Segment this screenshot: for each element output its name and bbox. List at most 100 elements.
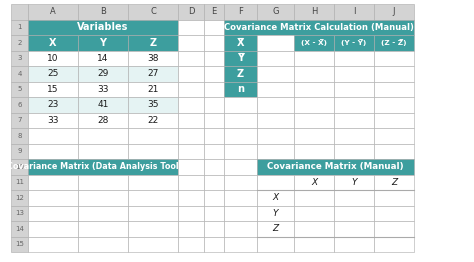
Text: I: I: [353, 7, 355, 16]
Bar: [204, 237, 224, 252]
Text: H: H: [311, 7, 317, 16]
Bar: [257, 97, 294, 112]
Bar: [257, 4, 294, 19]
Bar: [28, 19, 178, 35]
Bar: [204, 190, 224, 205]
Bar: [204, 159, 224, 174]
Bar: [224, 51, 257, 66]
Bar: [11, 112, 28, 128]
Bar: [178, 81, 204, 97]
Bar: [178, 237, 204, 252]
Bar: [78, 4, 128, 19]
Bar: [28, 174, 78, 190]
Text: B: B: [100, 7, 106, 16]
Text: Z̅: Z̅: [237, 69, 244, 79]
Text: 25: 25: [47, 69, 59, 78]
Bar: [128, 190, 178, 205]
Bar: [334, 190, 374, 205]
Bar: [334, 128, 374, 144]
Text: 4: 4: [18, 71, 22, 77]
Bar: [374, 97, 414, 112]
Bar: [257, 237, 294, 252]
Bar: [294, 35, 334, 51]
Bar: [204, 66, 224, 81]
Bar: [128, 205, 178, 221]
Bar: [294, 205, 334, 221]
Bar: [257, 221, 294, 237]
Text: Variables: Variables: [77, 22, 128, 32]
Bar: [224, 35, 257, 51]
Bar: [224, 237, 257, 252]
Bar: [294, 174, 334, 190]
Bar: [78, 97, 128, 112]
Text: 38: 38: [147, 54, 159, 63]
Bar: [128, 4, 178, 19]
Bar: [257, 205, 294, 221]
Bar: [28, 4, 78, 19]
Text: E: E: [211, 7, 217, 16]
Text: Covariance Matrix (Manual): Covariance Matrix (Manual): [267, 162, 404, 171]
Bar: [78, 144, 128, 159]
Bar: [204, 205, 224, 221]
Text: X: X: [273, 193, 279, 202]
Text: (Z - Z̅): (Z - Z̅): [381, 39, 407, 46]
Bar: [28, 81, 78, 97]
Bar: [374, 35, 414, 51]
Bar: [128, 51, 178, 66]
Bar: [224, 4, 257, 19]
Bar: [78, 66, 128, 81]
Text: 33: 33: [47, 116, 59, 125]
Bar: [128, 112, 178, 128]
Text: Covariance Matrix (Data Analysis ToolPak): Covariance Matrix (Data Analysis ToolPak…: [7, 162, 199, 171]
Bar: [224, 174, 257, 190]
Bar: [11, 66, 28, 81]
Bar: [11, 19, 28, 35]
Bar: [204, 174, 224, 190]
Bar: [224, 144, 257, 159]
Bar: [374, 205, 414, 221]
Text: 9: 9: [17, 148, 22, 154]
Bar: [28, 51, 78, 66]
Bar: [294, 190, 334, 205]
Bar: [204, 19, 224, 35]
Bar: [224, 159, 257, 174]
Bar: [257, 128, 294, 144]
Bar: [11, 205, 28, 221]
Bar: [128, 144, 178, 159]
Text: 14: 14: [97, 54, 109, 63]
Text: Z: Z: [149, 38, 156, 48]
Bar: [334, 51, 374, 66]
Bar: [178, 144, 204, 159]
Text: (Y - Y̅): (Y - Y̅): [341, 39, 366, 46]
Bar: [224, 81, 257, 97]
Text: X̅: X̅: [237, 38, 244, 48]
Text: 8: 8: [17, 133, 22, 139]
Bar: [204, 51, 224, 66]
Bar: [334, 205, 374, 221]
Bar: [374, 112, 414, 128]
Bar: [374, 51, 414, 66]
Text: Y: Y: [100, 38, 107, 48]
Bar: [374, 174, 414, 190]
Bar: [11, 128, 28, 144]
Bar: [257, 112, 294, 128]
Text: F: F: [238, 7, 243, 16]
Bar: [257, 51, 294, 66]
Bar: [257, 35, 294, 51]
Bar: [11, 144, 28, 159]
Text: 15: 15: [15, 241, 24, 247]
Bar: [374, 144, 414, 159]
Bar: [78, 190, 128, 205]
Bar: [78, 35, 128, 51]
Bar: [28, 159, 178, 174]
Bar: [178, 205, 204, 221]
Bar: [257, 174, 294, 190]
Bar: [128, 81, 178, 97]
Text: n: n: [237, 84, 244, 94]
Bar: [128, 35, 178, 51]
Bar: [11, 174, 28, 190]
Bar: [78, 81, 128, 97]
Bar: [28, 35, 78, 51]
Bar: [294, 4, 334, 19]
Bar: [28, 237, 78, 252]
